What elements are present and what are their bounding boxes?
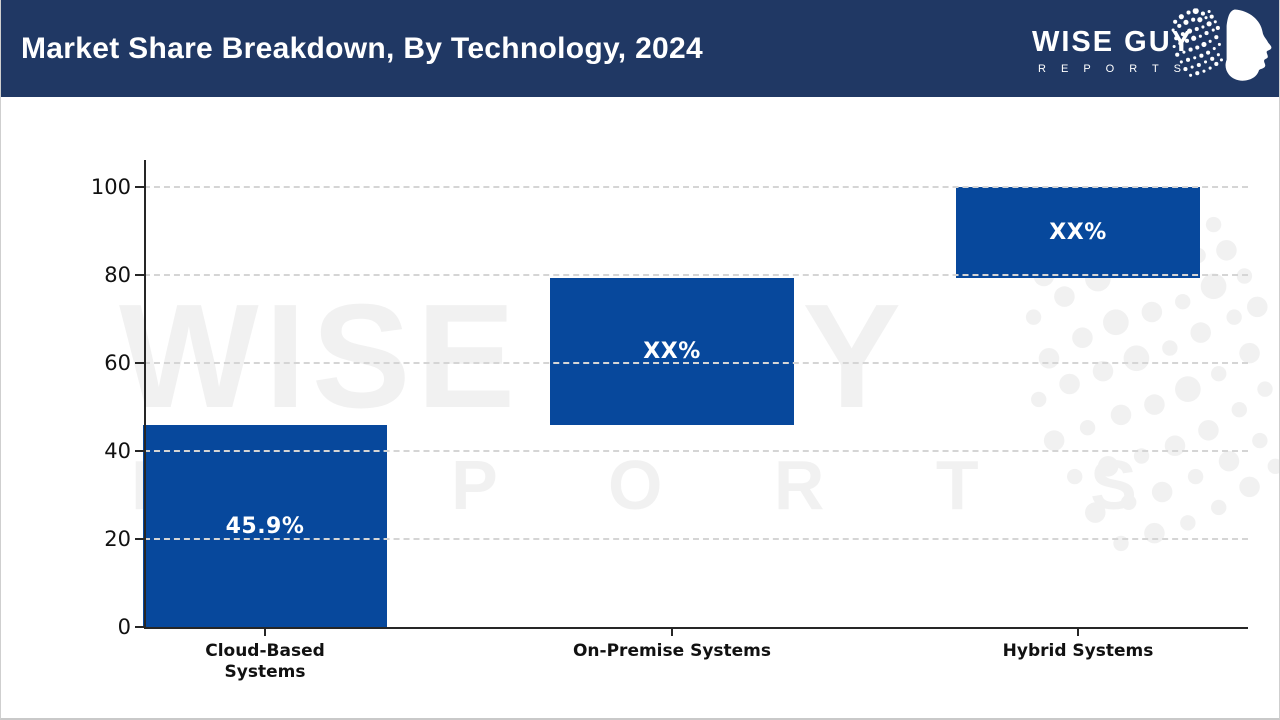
x-category-label-2: Hybrid Systems (1002, 641, 1154, 661)
y-tick-label-60: 60 (104, 351, 131, 375)
y-tick-mark-80 (135, 274, 144, 276)
y-tick-label-20: 20 (104, 527, 131, 551)
x-axis-line (144, 627, 1248, 629)
bar-value-label: 45.9% (225, 513, 305, 539)
y-tick-mark-40 (135, 450, 144, 452)
logo-subtext: R E P O R T S (1038, 63, 1187, 75)
bar-cloud-based-systems: 45.9% (143, 425, 387, 627)
x-tick-mark-0 (264, 629, 266, 636)
y-tick-mark-60 (135, 362, 144, 364)
gridline-20 (144, 538, 1248, 540)
header-bar: Market Share Breakdown, By Technology, 2… (1, 0, 1279, 97)
x-tick-mark-2 (1077, 629, 1079, 636)
y-tick-mark-0 (135, 626, 144, 628)
logo-face-icon (1169, 8, 1277, 86)
y-tick-label-80: 80 (104, 263, 131, 287)
gridline-40 (144, 450, 1248, 452)
y-tick-label-40: 40 (104, 439, 131, 463)
y-tick-label-0: 0 (117, 615, 131, 639)
y-tick-mark-100 (135, 186, 144, 188)
bar-value-label: XX% (643, 339, 701, 365)
logo-wordmark-block: WISE GUY R E P O R T S (1032, 26, 1193, 75)
y-axis-line (144, 160, 146, 629)
x-tick-mark-1 (671, 629, 673, 636)
logo-wordmark: WISE GUY (1031, 26, 1193, 58)
x-category-label-1: On-Premise Systems (572, 641, 772, 661)
gridline-60 (144, 362, 1248, 364)
gridline-100 (144, 186, 1248, 188)
y-tick-mark-20 (135, 538, 144, 540)
bar-value-label: XX% (1049, 220, 1107, 246)
gridline-80 (144, 274, 1248, 276)
page-title: Market Share Breakdown, By Technology, 2… (21, 31, 704, 65)
bar-on-premise-systems: XX% (550, 278, 794, 426)
plot-area: WISE GUY R E P O R T S 0 20 40 60 80 100 45.9%… (1, 97, 1279, 718)
x-category-label-0: Cloud-Based Systems (205, 641, 325, 683)
wiseguy-logo: WISE GUY R E P O R T S (1032, 8, 1277, 86)
y-tick-label-100: 100 (90, 175, 131, 199)
bar-hybrid-systems: XX% (956, 187, 1200, 279)
